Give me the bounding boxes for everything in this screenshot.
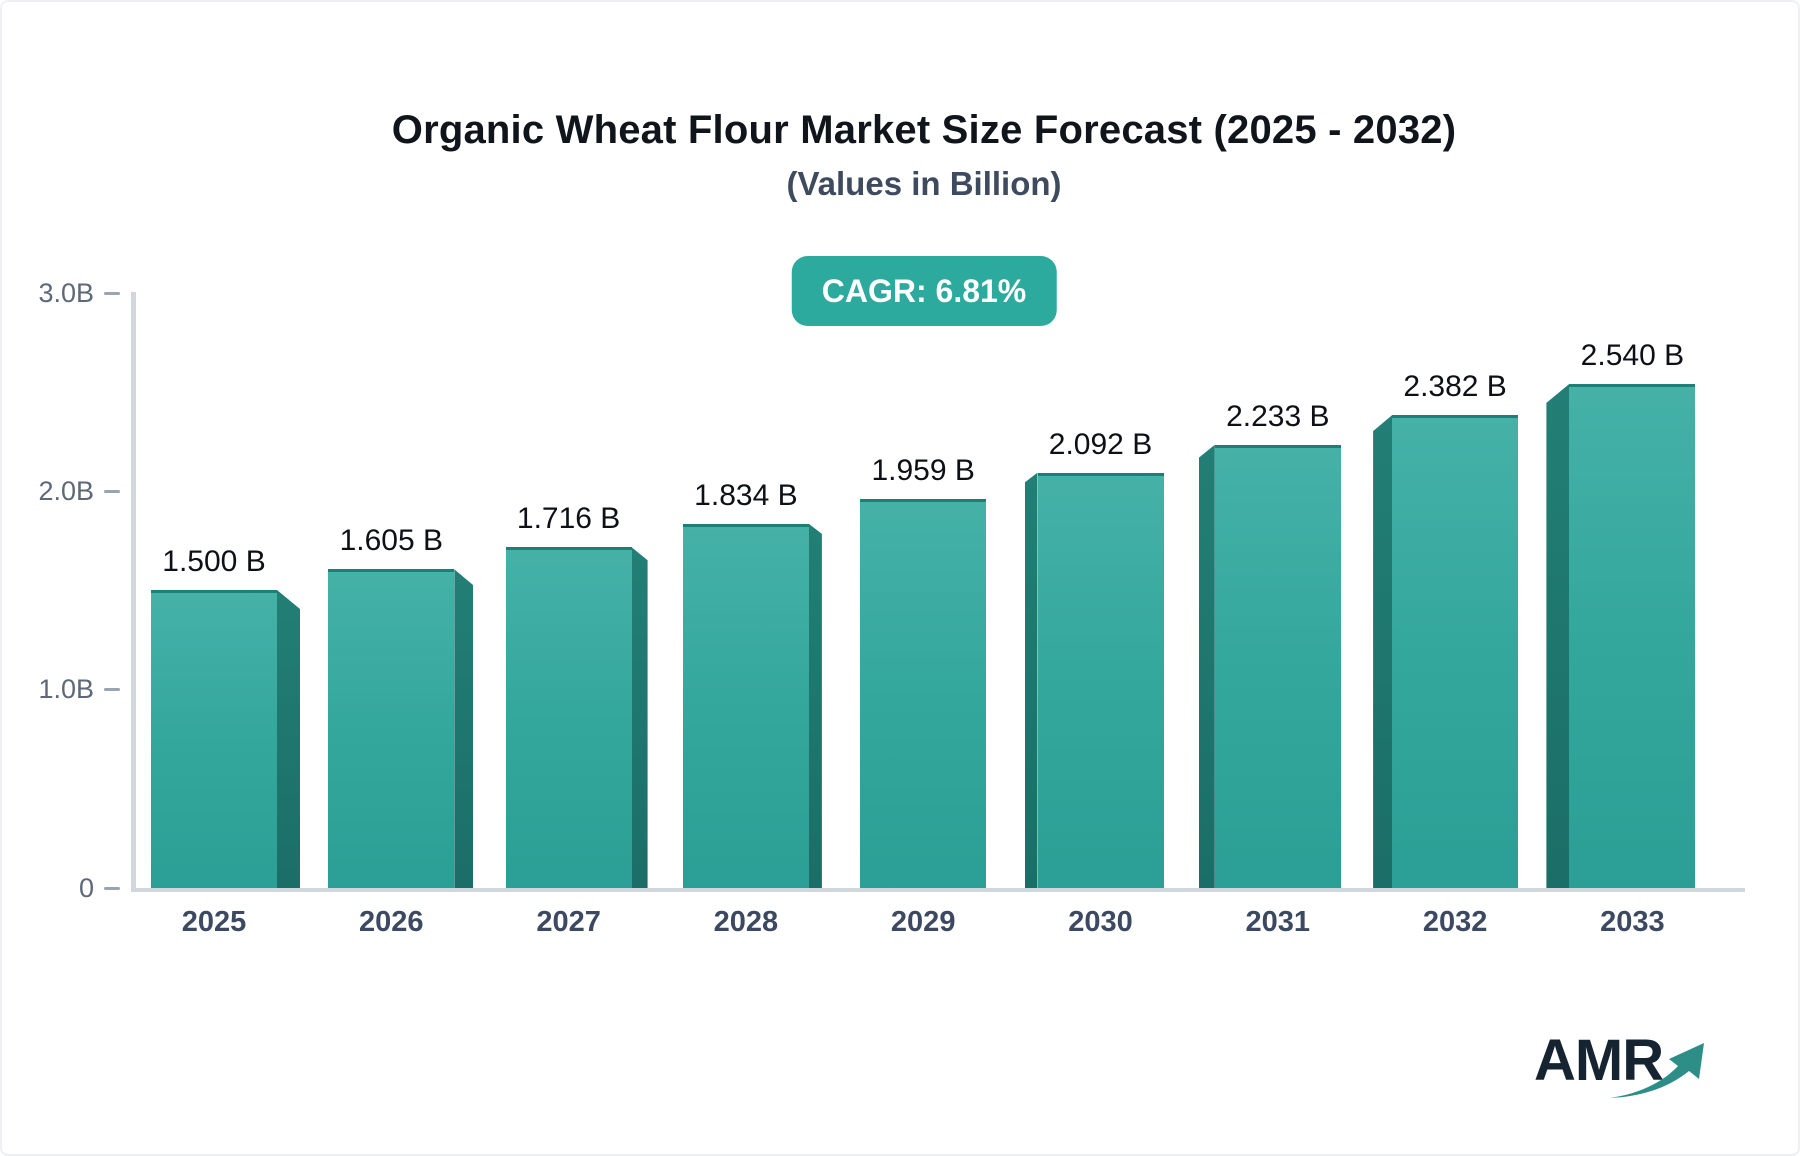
x-axis-label-2025: 2025 [181,906,247,938]
x-axis-line [131,888,1745,892]
y-tick-mark [104,291,120,295]
y-tick-mark [104,489,120,493]
bar-value-label: 2.233 B [1226,399,1330,433]
x-axis-label-2027: 2027 [536,906,601,938]
x-axis-label-2028: 2028 [713,906,779,938]
bar-value-label: 1.605 B [339,524,444,558]
bar-side-2027 [631,547,648,892]
chart-subtitle: (Values in Billion) [786,165,1062,202]
bar-value-label: 2.382 B [1403,370,1507,404]
bar-side-2033 [1546,383,1570,892]
cagr-badge-label: CAGR: 6.81% [821,273,1027,309]
bar-side-2026 [454,569,474,892]
bar-value-label: 1.959 B [871,454,975,488]
bar-2032 [1392,415,1519,892]
x-axis-label-2032: 2032 [1422,906,1488,938]
bar-value-label: 1.716 B [516,502,621,536]
y-tick-label: 3.0B [38,277,94,308]
bar-value-label: 2.092 B [1048,427,1153,461]
amr-logo: AMR [1534,1032,1724,1112]
bar-2033 [1569,383,1696,892]
chart-title: Organic Wheat Flour Market Size Forecast… [391,108,1457,152]
y-tick-label: 1.0B [38,674,94,705]
bar-2026 [328,569,455,892]
cagr-badge: CAGR: 6.81% [791,256,1057,326]
x-axis-label-2030: 2030 [1068,906,1133,938]
y-tick-label: 0 [78,872,94,903]
bar-side-2030 [1024,472,1038,892]
bar-2028 [682,523,809,892]
y-tick-mark [104,886,120,890]
growth-arrow-icon [1610,1043,1704,1098]
bar-2029 [860,499,987,892]
x-axis-label-2033: 2033 [1600,906,1665,938]
bar-value-label: 1.834 B [694,478,798,512]
y-tick-mark [104,688,120,692]
x-axis-label-2031: 2031 [1245,906,1311,938]
bar-value-label: 1.500 B [162,545,266,579]
bar-2030 [1037,472,1164,892]
bar-2025 [151,590,277,892]
y-tick-label: 2.0B [38,475,94,506]
x-axis-label-2026: 2026 [359,906,424,938]
y-axis-line [131,292,136,892]
bar-value-label: 2.540 B [1580,338,1685,372]
bar-2027 [505,547,632,892]
bar-side-2032 [1373,415,1393,892]
amr-logo-text: AMR [1534,1028,1664,1093]
bar-2031 [1214,444,1341,892]
bar-side-2031 [1198,444,1215,892]
bar-side-2028 [808,523,822,892]
bar-side-2025 [277,590,300,892]
x-axis-label-2029: 2029 [890,906,956,938]
